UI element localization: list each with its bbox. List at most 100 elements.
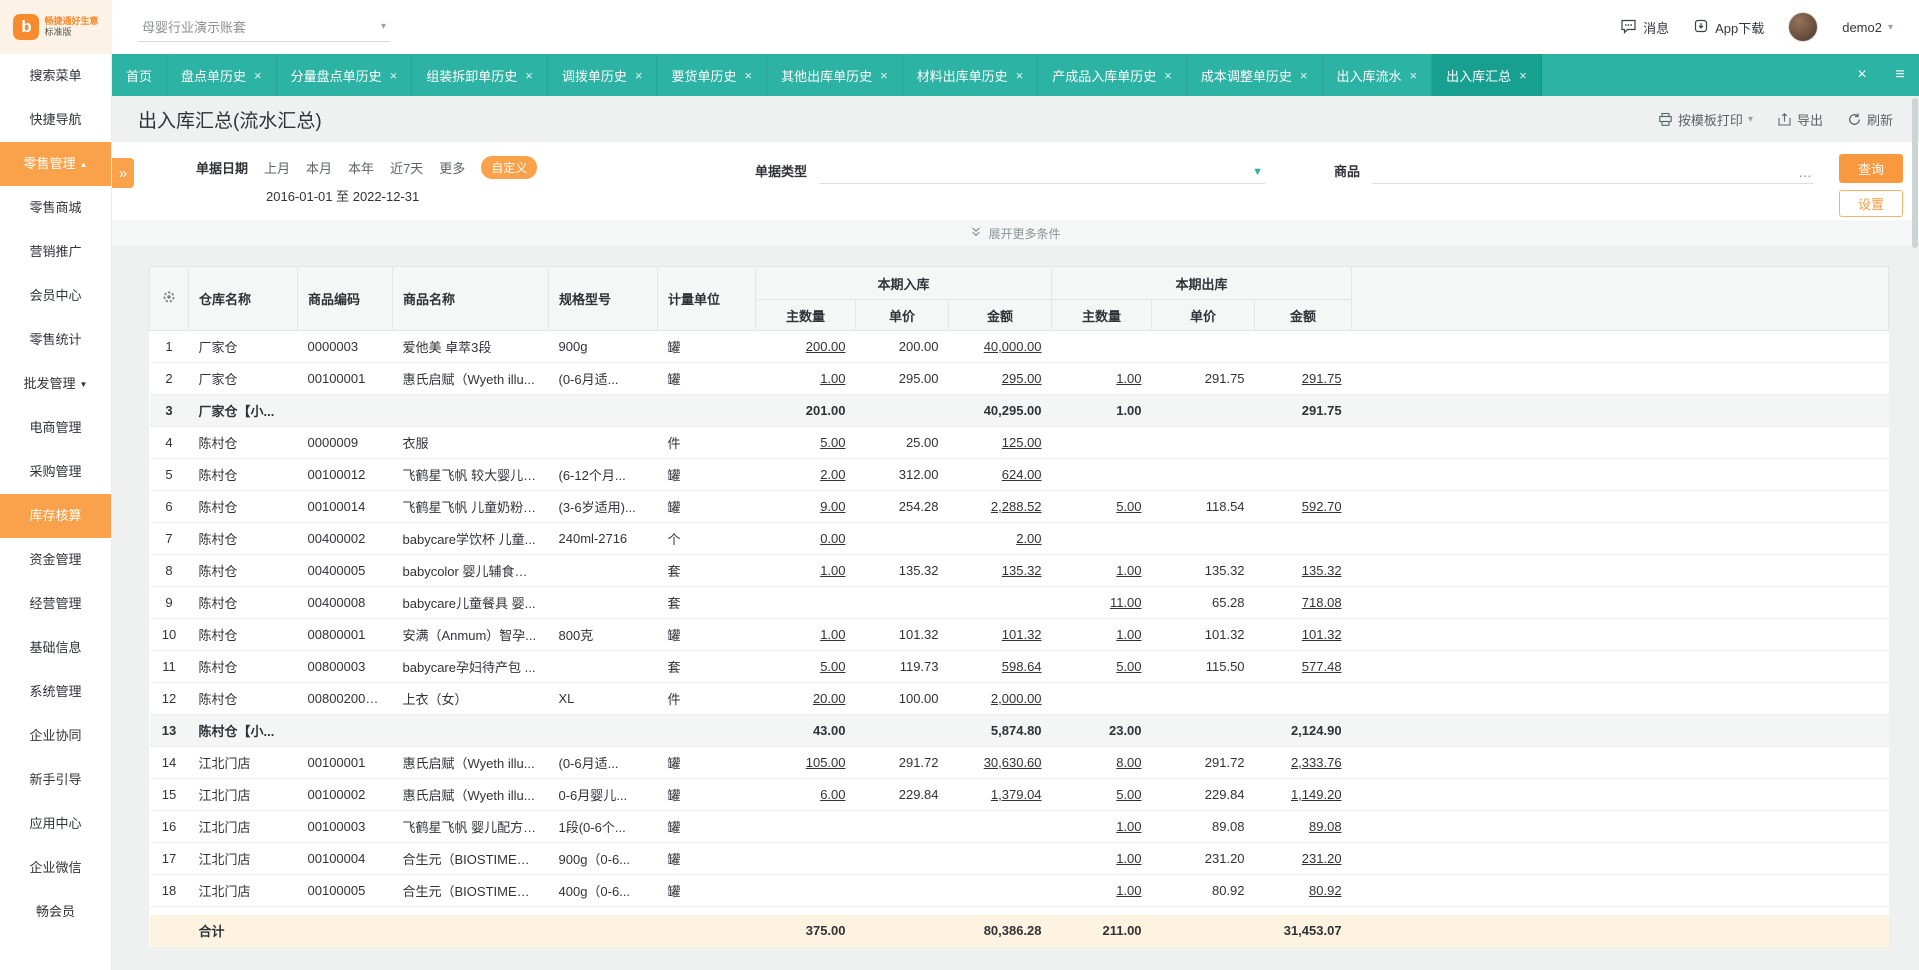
range-more[interactable]: 更多 xyxy=(439,161,466,176)
tab-close-icon[interactable]: × xyxy=(880,67,888,83)
tab-close-icon[interactable]: × xyxy=(389,67,398,83)
app-download-button[interactable]: App下载 xyxy=(1693,18,1764,37)
range-this-month[interactable]: 本月 xyxy=(306,161,333,176)
tab-分量盘点单历史[interactable]: 分量盘点单历史 × xyxy=(277,54,413,96)
cell-in-qty-link[interactable]: 1.00 xyxy=(820,371,846,386)
cell-in-amount-link[interactable]: 125.00 xyxy=(1001,435,1042,450)
tab-close-icon[interactable]: × xyxy=(634,67,643,83)
sidebar-item-应用中心[interactable]: 应用中心 xyxy=(0,802,111,846)
tab-组装拆卸单历史[interactable]: 组装拆卸单历史 × xyxy=(412,54,548,96)
sidebar-item-营销推广[interactable]: 营销推广 xyxy=(0,230,111,274)
tab-要货单历史[interactable]: 要货单历史 × xyxy=(657,54,768,96)
cell-in-amount-link[interactable]: 30,630.60 xyxy=(983,755,1042,770)
tab-盘点单历史[interactable]: 盘点单历史 × xyxy=(167,54,277,96)
account-book-select[interactable]: 母婴行业演示账套 ▾ xyxy=(138,12,390,42)
custom-range-badge[interactable]: 自定义 xyxy=(481,156,538,179)
tab-产成品入库单历史[interactable]: 产成品入库单历史 × xyxy=(1038,54,1187,96)
tab-close-icon[interactable]: × xyxy=(744,67,753,83)
cell-out-amount-link[interactable]: 2,333.76 xyxy=(1290,755,1342,770)
sidebar-item-系统管理[interactable]: 系统管理 xyxy=(0,670,111,714)
range-last-7-days[interactable]: 近7天 xyxy=(390,161,424,176)
expand-more-conditions[interactable]: 展开更多条件 xyxy=(112,220,1919,246)
date-range-value[interactable]: 2016-01-01 至 2022-12-31 xyxy=(266,189,420,204)
export-button[interactable]: 导出 xyxy=(1777,110,1823,129)
cell-in-qty-link[interactable]: 9.00 xyxy=(820,499,846,514)
sidebar-item-会员中心[interactable]: 会员中心 xyxy=(0,274,111,318)
query-button[interactable]: 查询 xyxy=(1839,154,1903,183)
cell-in-amount-link[interactable]: 1,379.04 xyxy=(990,787,1042,802)
tab-close-icon[interactable]: × xyxy=(1164,67,1172,83)
sidebar-item-企业协同[interactable]: 企业协同 xyxy=(0,714,111,758)
sidebar-item-批发管理[interactable]: 批发管理 ▼ xyxy=(0,362,111,406)
cell-out-amount-link[interactable]: 291.75 xyxy=(1301,371,1342,386)
cell-out-amount-link[interactable]: 718.08 xyxy=(1301,595,1342,610)
cell-in-amount-link[interactable]: 2,288.52 xyxy=(990,499,1042,514)
column-settings-gear-icon[interactable] xyxy=(149,266,189,331)
cell-out-qty-link[interactable]: 5.00 xyxy=(1116,787,1142,802)
tab-材料出库单历史[interactable]: 材料出库单历史 × xyxy=(903,54,1039,96)
sidebar-item-经营管理[interactable]: 经营管理 xyxy=(0,582,111,626)
user-menu[interactable]: demo2 ▾ xyxy=(1842,20,1893,35)
sidebar-item-零售统计[interactable]: 零售统计 xyxy=(0,318,111,362)
sidebar-item-畅会员[interactable]: 畅会员 xyxy=(0,890,111,934)
sidebar-item-零售商城[interactable]: 零售商城 xyxy=(0,186,111,230)
sidebar-item-库存核算[interactable]: 库存核算 xyxy=(0,494,111,538)
cell-in-qty-link[interactable]: 105.00 xyxy=(805,755,846,770)
cell-out-qty-link[interactable]: 8.00 xyxy=(1116,755,1142,770)
sidebar-item-资金管理[interactable]: 资金管理 xyxy=(0,538,111,582)
sidebar-item-企业微信[interactable]: 企业微信 xyxy=(0,846,111,890)
settings-button[interactable]: 设置 xyxy=(1839,190,1903,217)
cell-out-qty-link[interactable]: 1.00 xyxy=(1116,851,1142,866)
range-this-year[interactable]: 本年 xyxy=(348,161,375,176)
cell-in-qty-link[interactable]: 200.00 xyxy=(805,339,846,354)
cell-in-qty-link[interactable]: 5.00 xyxy=(820,435,846,450)
cell-in-qty-link[interactable]: 20.00 xyxy=(812,691,846,706)
sidebar-item-零售管理[interactable]: 零售管理 ▲ xyxy=(0,142,111,186)
sidebar-item-电商管理[interactable]: 电商管理 xyxy=(0,406,111,450)
close-tabs-icon[interactable]: × xyxy=(1857,66,1867,83)
cell-out-amount-link[interactable]: 577.48 xyxy=(1301,659,1342,674)
cell-out-amount-link[interactable]: 101.32 xyxy=(1301,627,1342,642)
cell-out-amount-link[interactable]: 89.08 xyxy=(1309,819,1342,834)
tab-close-icon[interactable]: × xyxy=(1519,67,1527,83)
cell-in-qty-link[interactable]: 1.00 xyxy=(820,563,846,578)
collapse-filter-handle[interactable]: » xyxy=(112,158,134,188)
refresh-button[interactable]: 刷新 xyxy=(1847,110,1893,129)
cell-out-amount-link[interactable]: 231.20 xyxy=(1301,851,1342,866)
cell-out-qty-link[interactable]: 1.00 xyxy=(1116,883,1142,898)
cell-out-amount-link[interactable]: 135.32 xyxy=(1301,563,1342,578)
cell-out-amount-link[interactable]: 80.92 xyxy=(1309,883,1342,898)
cell-in-amount-link[interactable]: 135.32 xyxy=(1001,563,1042,578)
cell-out-qty-link[interactable]: 1.00 xyxy=(1116,563,1142,578)
user-avatar[interactable] xyxy=(1788,12,1819,42)
cell-in-amount-link[interactable]: 40,000.00 xyxy=(983,339,1042,354)
cell-in-amount-link[interactable]: 2,000.00 xyxy=(990,691,1042,706)
sidebar-item-快捷导航[interactable]: 快捷导航 xyxy=(0,98,111,142)
cell-in-amount-link[interactable]: 295.00 xyxy=(1001,371,1042,386)
tab-close-icon[interactable]: × xyxy=(1299,67,1308,83)
product-picker-icon[interactable]: … xyxy=(1798,164,1812,180)
tab-其他出库单历史[interactable]: 其他出库单历史 × xyxy=(767,54,903,96)
print-by-template-button[interactable]: 按模板打印 ▾ xyxy=(1658,110,1753,129)
cell-out-qty-link[interactable]: 5.00 xyxy=(1116,659,1142,674)
range-last-month[interactable]: 上月 xyxy=(264,161,291,176)
cell-in-amount-link[interactable]: 624.00 xyxy=(1001,467,1042,482)
tab-close-icon[interactable]: × xyxy=(1015,67,1024,83)
tab-出入库流水[interactable]: 出入库流水 × xyxy=(1323,54,1433,96)
tab-close-icon[interactable]: × xyxy=(254,67,262,83)
tab-成本调整单历史[interactable]: 成本调整单历史 × xyxy=(1187,54,1323,96)
cell-in-qty-link[interactable]: 5.00 xyxy=(820,659,846,674)
sidebar-item-搜索菜单[interactable]: 搜索菜单 xyxy=(0,54,111,98)
doc-type-select[interactable]: ▼ xyxy=(819,158,1265,184)
cell-out-qty-link[interactable]: 5.00 xyxy=(1116,499,1142,514)
tab-首页[interactable]: 首页 xyxy=(112,54,168,96)
tab-menu-icon[interactable]: ≡ xyxy=(1895,66,1905,83)
cell-in-qty-link[interactable]: 6.00 xyxy=(820,787,846,802)
cell-out-qty-link[interactable]: 1.00 xyxy=(1116,627,1142,642)
cell-out-amount-link[interactable]: 1,149.20 xyxy=(1290,787,1342,802)
cell-out-qty-link[interactable]: 11.00 xyxy=(1109,595,1142,610)
sidebar-item-新手引导[interactable]: 新手引导 xyxy=(0,758,111,802)
tab-调拨单历史[interactable]: 调拨单历史 × xyxy=(548,54,658,96)
cell-out-amount-link[interactable]: 592.70 xyxy=(1301,499,1342,514)
tab-出入库汇总[interactable]: 出入库汇总 × xyxy=(1432,54,1542,96)
